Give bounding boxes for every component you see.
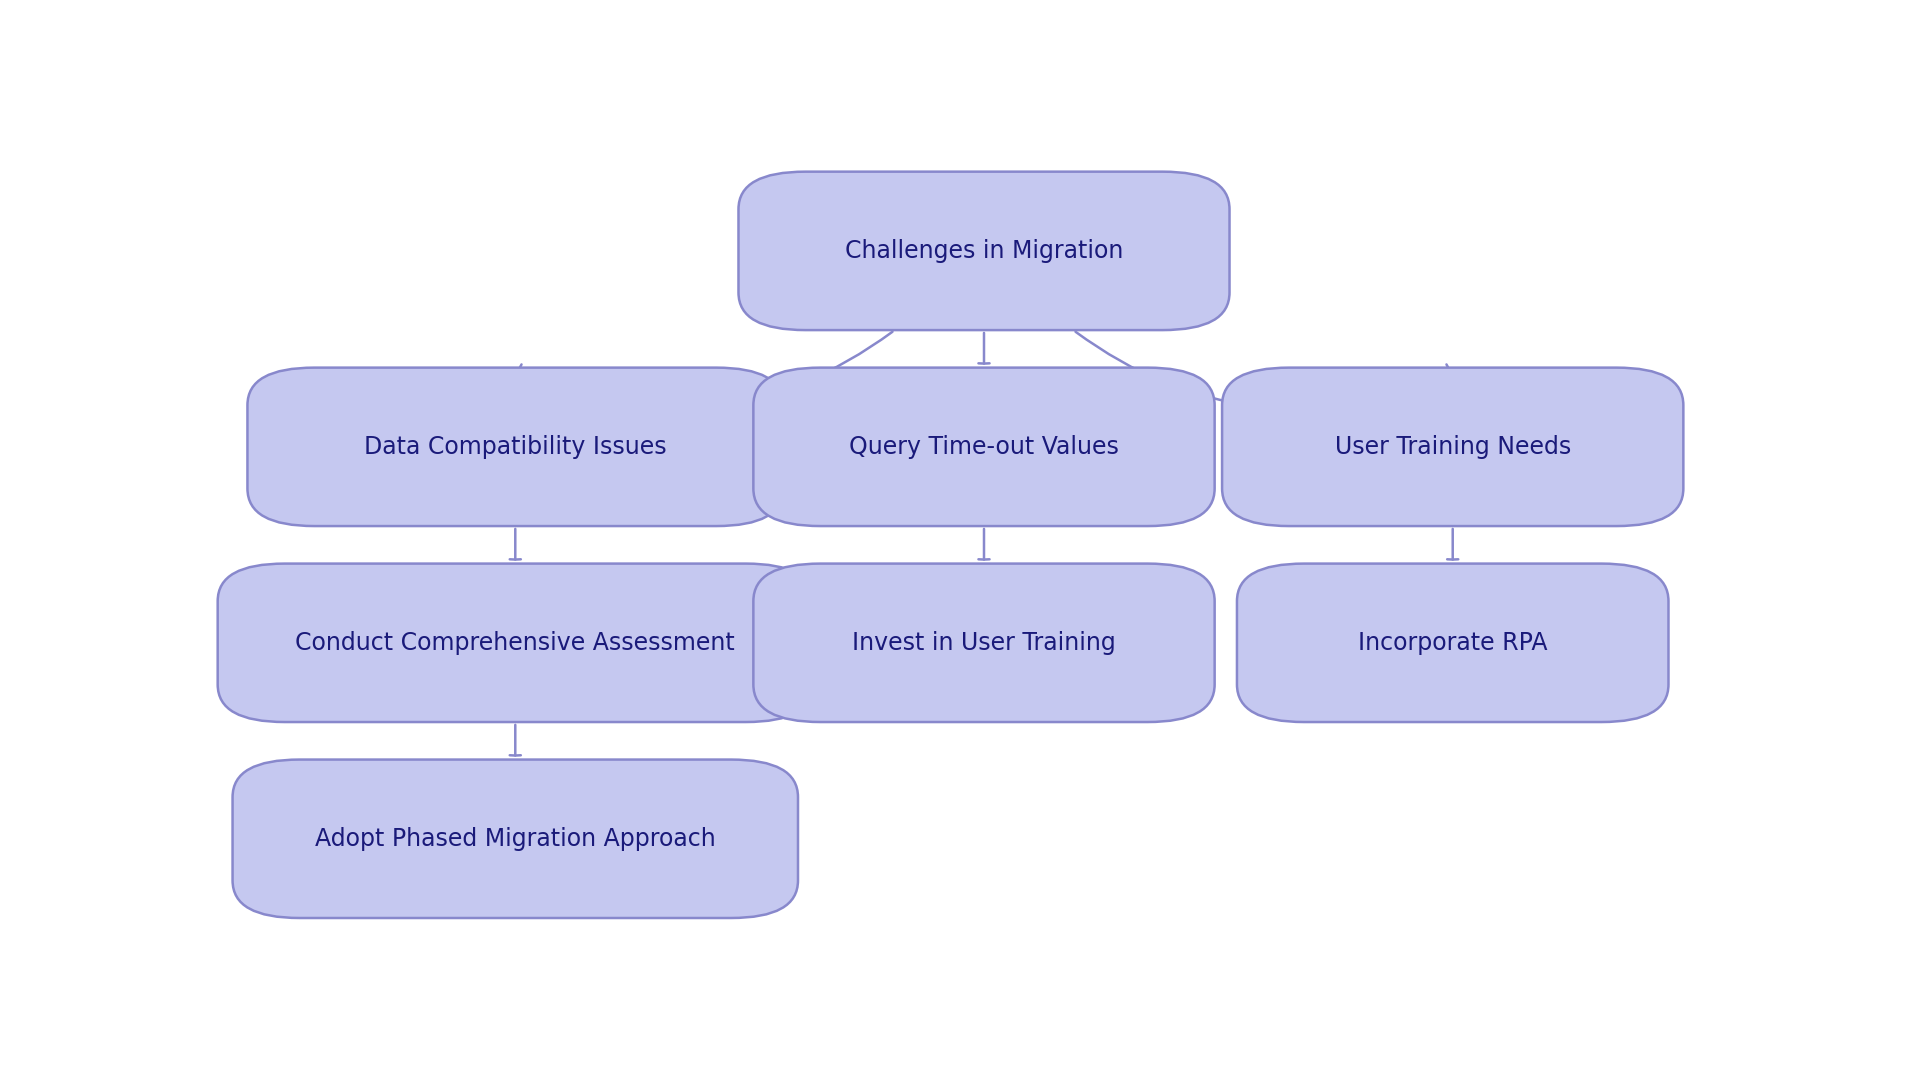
Text: Challenges in Migration: Challenges in Migration	[845, 239, 1123, 263]
Text: Data Compatibility Issues: Data Compatibility Issues	[365, 435, 666, 459]
FancyBboxPatch shape	[232, 759, 799, 918]
Text: Invest in User Training: Invest in User Training	[852, 630, 1116, 655]
Text: Conduct Comprehensive Assessment: Conduct Comprehensive Assessment	[296, 630, 735, 655]
FancyBboxPatch shape	[739, 172, 1229, 330]
FancyBboxPatch shape	[1221, 367, 1684, 526]
FancyBboxPatch shape	[753, 367, 1215, 526]
Text: Query Time-out Values: Query Time-out Values	[849, 435, 1119, 459]
Text: Incorporate RPA: Incorporate RPA	[1357, 630, 1548, 655]
Text: Adopt Phased Migration Approach: Adopt Phased Migration Approach	[315, 826, 716, 851]
FancyBboxPatch shape	[248, 367, 783, 526]
FancyBboxPatch shape	[1236, 563, 1668, 722]
FancyBboxPatch shape	[753, 563, 1215, 722]
FancyBboxPatch shape	[217, 563, 812, 722]
Text: User Training Needs: User Training Needs	[1334, 435, 1571, 459]
